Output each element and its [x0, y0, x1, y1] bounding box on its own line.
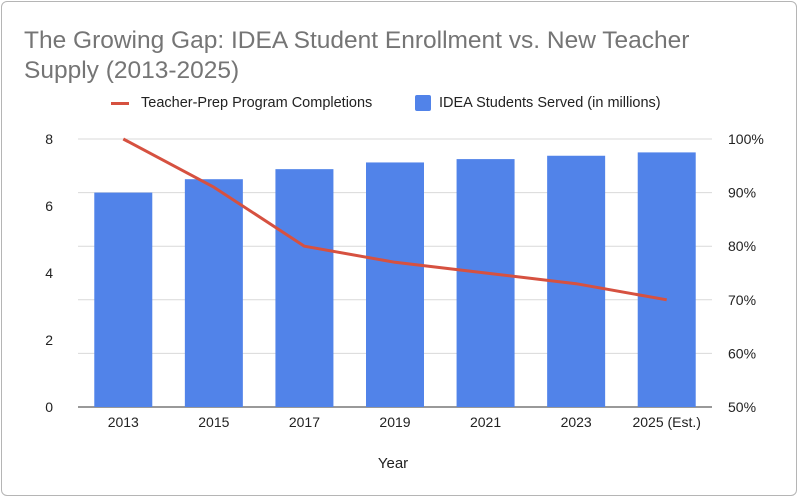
- y-tick-label-right: 80%: [728, 238, 756, 254]
- x-tick-label: 2015: [198, 414, 229, 430]
- legend-label-teacher-prep: Teacher-Prep Program Completions: [141, 95, 373, 111]
- y-tick-label-left: 2: [45, 332, 53, 348]
- line-layer: [122, 137, 667, 302]
- bar: [184, 179, 243, 407]
- y-tick-label-left: 0: [45, 399, 53, 415]
- axis-layer: 0 2 4 6 8 50% 60% 70% 80% 90% 100% 2013 2015 2017 2019…: [45, 131, 764, 430]
- legend-item-teacher-prep: Teacher-Prep Program Completions: [111, 95, 372, 111]
- legend-label-idea-students: IDEA Students Served (in millions): [439, 95, 661, 111]
- y-tick-label-right: 60%: [728, 345, 756, 361]
- bar: [456, 159, 515, 407]
- y-tick-label-right: 100%: [728, 131, 764, 147]
- x-tick-label: 2025 (Est.): [632, 414, 700, 430]
- legend-swatch-box: [415, 95, 431, 111]
- y-tick-label-right: 90%: [728, 185, 756, 201]
- x-tick-label: 2021: [470, 414, 501, 430]
- legend-item-idea-students: IDEA Students Served (in millions): [415, 95, 661, 111]
- chart-legend: Teacher-Prep Program Completions IDEA St…: [0, 95, 800, 115]
- x-tick-label: 2013: [108, 414, 139, 430]
- y-tick-label-right: 50%: [728, 399, 756, 415]
- bar: [366, 162, 424, 407]
- bar: [94, 192, 153, 407]
- y-tick-label-left: 6: [45, 198, 53, 214]
- x-tick-label: 2023: [561, 414, 592, 430]
- series-line-teacher-prep: [122, 137, 667, 302]
- x-tick-label: 2019: [379, 414, 410, 430]
- x-axis-label: Year: [378, 455, 408, 472]
- y-tick-label-left: 4: [45, 265, 53, 281]
- chart-title: The Growing Gap: IDEA Student Enrollment…: [24, 27, 690, 84]
- x-tick-label: 2017: [289, 414, 320, 430]
- bar: [275, 169, 334, 407]
- legend-swatch-line: [111, 101, 129, 105]
- bar-layer: [94, 152, 696, 407]
- y-tick-label-left: 8: [45, 131, 53, 147]
- y-tick-label-right: 70%: [728, 292, 756, 308]
- bar: [637, 152, 696, 407]
